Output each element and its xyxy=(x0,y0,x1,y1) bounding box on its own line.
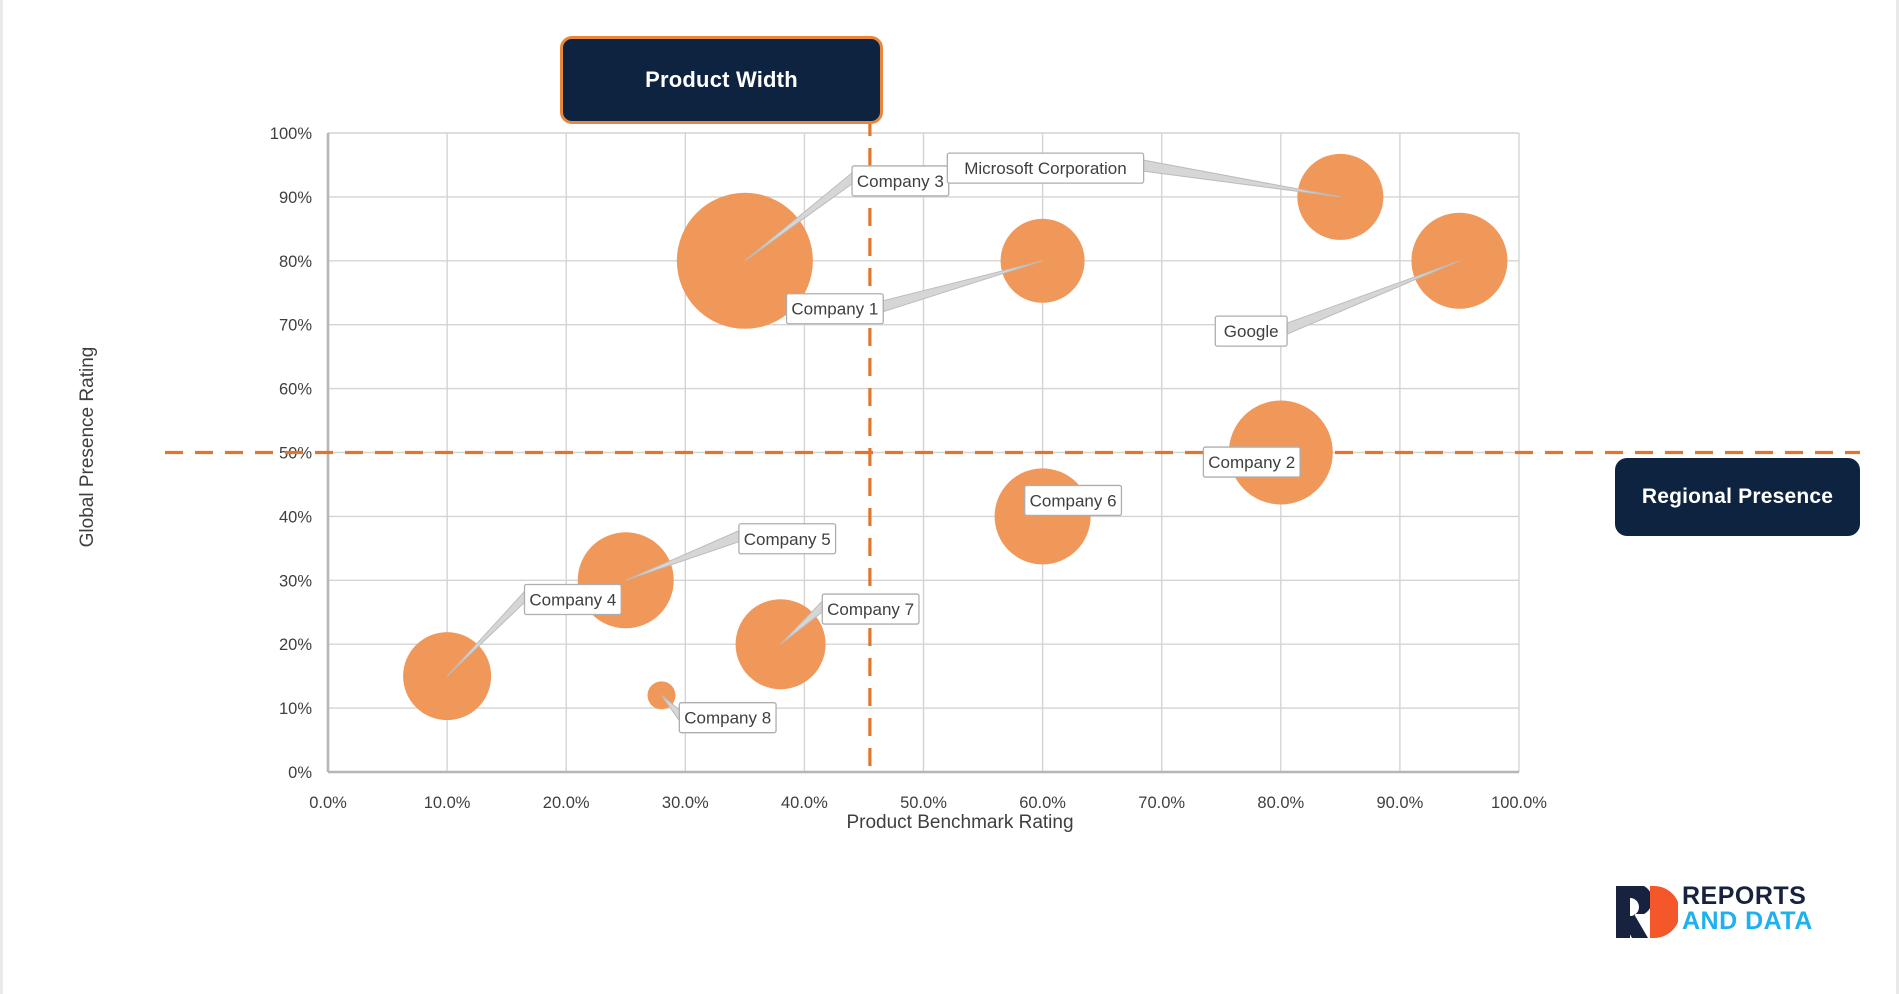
data-label-text-company-5: Company 5 xyxy=(744,530,831,549)
data-label-text-company-3: Company 3 xyxy=(857,172,944,191)
x-tick-label: 70.0% xyxy=(1138,794,1185,812)
y-tick-label: 20% xyxy=(279,636,312,654)
x-tick-label: 20.0% xyxy=(543,794,590,812)
data-label-text-company-6: Company 6 xyxy=(1030,491,1117,510)
y-tick-label: 70% xyxy=(279,317,312,335)
x-tick-label: 40.0% xyxy=(781,794,828,812)
y-tick-label: 30% xyxy=(279,572,312,590)
reports-and-data-logo: REPORTS AND DATA xyxy=(1614,882,1846,944)
tick-labels: 0%10%20%30%40%50%60%70%80%90%100%0.0%10.… xyxy=(270,125,1548,812)
data-label-text-company-7: Company 7 xyxy=(827,600,914,619)
y-tick-label: 60% xyxy=(279,381,312,399)
quadrant-caption-right-label: Regional Presence xyxy=(1641,485,1834,508)
x-tick-label: 80.0% xyxy=(1257,794,1304,812)
y-tick-label: 90% xyxy=(279,189,312,207)
data-label-text-microsoft-corporation: Microsoft Corporation xyxy=(964,159,1127,178)
x-tick-label: 10.0% xyxy=(424,794,471,812)
reference-lines xyxy=(165,118,1860,775)
x-tick-label: 0.0% xyxy=(309,794,347,812)
quadrant-caption-product-width: Product Width xyxy=(560,36,883,124)
y-tick-label: 10% xyxy=(279,700,312,718)
data-label-text-company-8: Company 8 xyxy=(684,709,771,728)
x-axis-title: Product Benchmark Rating xyxy=(846,812,1074,833)
logo-line-reports: REPORTS xyxy=(1682,882,1807,910)
data-label-box-company-7 xyxy=(821,593,920,625)
y-tick-label: 80% xyxy=(279,253,312,271)
x-tick-label: 90.0% xyxy=(1377,794,1424,812)
data-label-box-company-2 xyxy=(1202,446,1301,478)
x-tick-label: 60.0% xyxy=(1019,794,1066,812)
logo-wordmark: REPORTS AND DATA xyxy=(1682,884,1813,934)
data-label-box-company-5 xyxy=(738,523,837,555)
rd-monogram-icon xyxy=(1616,886,1680,938)
data-label-text-company-2: Company 2 xyxy=(1208,453,1295,472)
y-tick-label: 100% xyxy=(270,125,313,143)
data-label-text-company-1: Company 1 xyxy=(791,300,878,319)
data-label-text-google: Google xyxy=(1224,322,1279,341)
data-label-box-google xyxy=(1214,315,1288,347)
quadrant-caption-top-label: Product Width xyxy=(645,67,798,92)
y-tick-label: 0% xyxy=(288,764,312,782)
page-left-border xyxy=(0,0,3,994)
quadrant-caption-regional-presence: Regional Presence xyxy=(1615,458,1860,536)
data-label-box-company-6 xyxy=(1024,484,1123,517)
x-tick-label: 50.0% xyxy=(900,794,947,812)
y-tick-label: 40% xyxy=(279,508,312,526)
page-right-border xyxy=(1896,0,1899,994)
y-axis-title: Global Presence Rating xyxy=(77,346,98,548)
data-label-box-company-8 xyxy=(678,702,777,734)
bubble-series xyxy=(403,153,1508,721)
logo-line-and-data: AND DATA xyxy=(1682,907,1813,935)
data-label-text-company-4: Company 4 xyxy=(529,590,616,609)
x-tick-label: 100.0% xyxy=(1491,794,1547,812)
data-labels: Company 3 Company 1 Microsoft Corporation G… xyxy=(446,152,1460,734)
x-tick-label: 30.0% xyxy=(662,794,709,812)
data-label-box-microsoft-corporation xyxy=(946,152,1145,184)
data-label-box-company-1 xyxy=(785,293,884,325)
data-label-box-company-4 xyxy=(523,583,622,616)
